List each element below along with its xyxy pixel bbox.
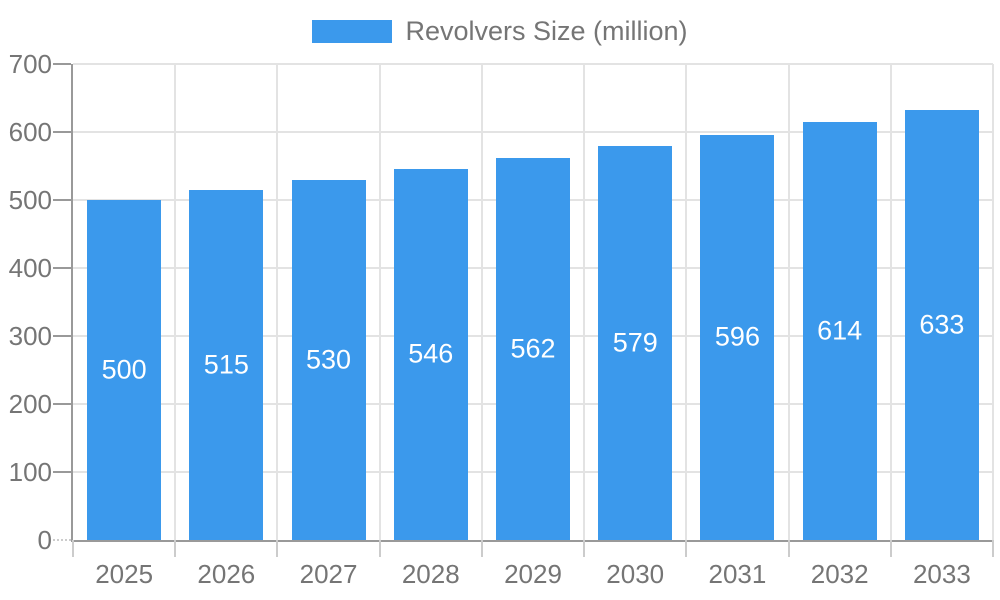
x-tick-8 xyxy=(889,540,892,557)
y-axis-label-0: 0 xyxy=(37,525,52,555)
y-tick-300 xyxy=(53,335,71,337)
bar-2031: 596 xyxy=(700,134,775,540)
y-axis-label-100: 100 xyxy=(8,457,52,487)
x-tick-7 xyxy=(787,540,790,557)
y-axis-label-300: 300 xyxy=(8,321,52,351)
x-tick-4 xyxy=(480,540,483,557)
bar-2033: 633 xyxy=(904,109,979,540)
x-gridline-9 xyxy=(992,64,994,540)
legend[interactable]: Revolvers Size (million) xyxy=(0,16,1000,46)
x-gridline-6 xyxy=(685,64,688,540)
x-axis-label-2030: 2030 xyxy=(606,559,665,589)
x-axis-label-2031: 2031 xyxy=(708,559,767,589)
y-gridline-600 xyxy=(73,131,993,133)
bar-slot-2025: 500 xyxy=(73,64,175,540)
x-tick-3 xyxy=(378,540,381,557)
x-axis-label-2027: 2027 xyxy=(299,559,358,589)
bar-2026: 515 xyxy=(189,189,264,540)
bar-2027: 530 xyxy=(291,179,366,540)
x-axis-line xyxy=(71,540,993,542)
x-tick-1 xyxy=(174,540,177,557)
x-axis-label-2033: 2033 xyxy=(912,559,971,589)
bar-2028: 546 xyxy=(393,168,468,540)
bar-2025: 500 xyxy=(87,200,162,540)
bar-value-label: 515 xyxy=(203,349,249,380)
x-gridline-7 xyxy=(787,64,790,540)
plot-area: 500 515 530 546 562 579 596 614 633 xyxy=(73,63,994,540)
y-gridline-700 xyxy=(73,63,993,65)
bar-slot-2026: 515 xyxy=(175,64,277,540)
legend-swatch xyxy=(312,20,393,43)
bar-value-label: 579 xyxy=(612,327,658,358)
bar-slot-2028: 546 xyxy=(380,64,482,540)
bar-slot-2027: 530 xyxy=(277,64,379,540)
y-tick-700 xyxy=(53,63,71,65)
bar-slot-2030: 579 xyxy=(584,64,686,540)
x-axis-label-2028: 2028 xyxy=(401,559,460,589)
bar-2029: 562 xyxy=(495,157,570,540)
y-tick-100 xyxy=(53,471,71,473)
x-gridline-8 xyxy=(889,64,892,540)
x-gridline-3 xyxy=(378,64,381,540)
x-axis-label-2026: 2026 xyxy=(197,559,256,589)
bar-value-label: 500 xyxy=(101,354,147,385)
x-tick-6 xyxy=(685,540,688,557)
x-gridline-2 xyxy=(276,64,279,540)
bar-slot-2033: 633 xyxy=(891,64,993,540)
bar-slot-2031: 596 xyxy=(686,64,788,540)
y-tick-400 xyxy=(53,267,71,269)
x-axis-label-2029: 2029 xyxy=(504,559,562,589)
x-gridline-4 xyxy=(480,64,483,540)
bar-2032: 614 xyxy=(802,122,877,540)
x-gridline-1 xyxy=(174,64,177,540)
x-tick-9 xyxy=(992,540,994,557)
y-axis-label-700: 700 xyxy=(8,49,52,79)
y-axis-label-400: 400 xyxy=(8,253,52,283)
y-tick-200 xyxy=(53,403,71,405)
y-axis-line xyxy=(71,64,73,540)
x-gridline-5 xyxy=(583,64,586,540)
x-tick-5 xyxy=(583,540,586,557)
bar-value-label: 546 xyxy=(408,338,454,369)
bar-value-label: 596 xyxy=(714,321,760,352)
x-tick-2 xyxy=(276,540,279,557)
bar-slot-2032: 614 xyxy=(789,64,891,540)
x-axis-label-2032: 2032 xyxy=(810,559,869,589)
y-tick-500 xyxy=(53,199,71,201)
legend-label: Revolvers Size (million) xyxy=(405,16,688,46)
y-tick-600 xyxy=(53,131,71,133)
bar-value-label: 530 xyxy=(306,344,352,375)
bar-slot-2029: 562 xyxy=(482,64,584,540)
y-axis-label-600: 600 xyxy=(8,117,52,147)
bar-2030: 579 xyxy=(598,146,673,540)
y-axis-label-500: 500 xyxy=(8,185,52,215)
x-tick-0 xyxy=(72,540,74,557)
y-axis-label-200: 200 xyxy=(8,389,52,419)
y-tick-0 xyxy=(53,539,71,541)
bar-value-label: 562 xyxy=(510,333,556,364)
bar-value-label: 614 xyxy=(817,315,863,346)
x-axis-label-2025: 2025 xyxy=(95,559,154,589)
bar-value-label: 633 xyxy=(919,309,965,340)
